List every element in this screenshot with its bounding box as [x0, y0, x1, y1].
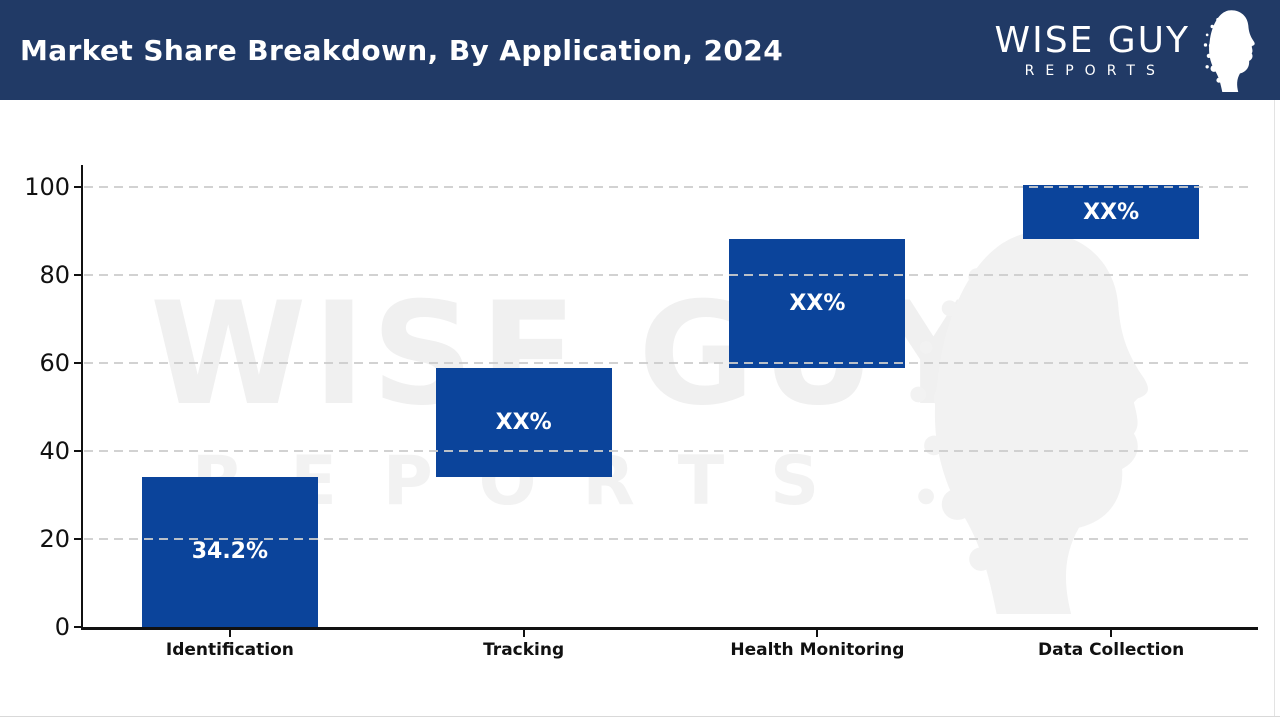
gridline-40 — [84, 450, 1253, 452]
category-label-tracking: Tracking — [483, 640, 565, 660]
y-tickmark-80 — [74, 274, 81, 276]
logo-subtitle: REPORTS — [1024, 62, 1166, 79]
x-tickmark-health-monitoring — [816, 629, 819, 637]
x-axis-line — [81, 627, 1258, 630]
y-tickmark-0 — [74, 626, 81, 628]
y-tickmark-40 — [74, 450, 81, 452]
category-label-identification: Identification — [165, 640, 294, 660]
bar-value-label-identification: 34.2% — [191, 539, 269, 565]
x-tickmark-data-collection — [1110, 629, 1113, 637]
gridline-80 — [84, 274, 1253, 276]
x-tickmark-identification — [228, 629, 231, 637]
y-tick-label-80: 80 — [39, 261, 70, 289]
bar-value-label-health-monitoring: XX% — [789, 291, 846, 317]
y-tickmark-100 — [74, 186, 81, 188]
logo-wordmark: WISE GUY — [994, 19, 1190, 61]
gridline-20 — [84, 538, 1253, 540]
bar-identification: 34.2% — [141, 476, 318, 627]
header-bar: Market Share Breakdown, By Application, … — [0, 0, 1280, 100]
wiseguy-logo: WISE GUY REPORTS — [995, 8, 1267, 92]
y-tick-label-40: 40 — [39, 437, 70, 465]
bar-value-label-data-collection: XX% — [1083, 199, 1140, 225]
right-border — [1274, 100, 1275, 716]
bar-value-label-tracking: XX% — [495, 409, 552, 435]
y-tick-label-0: 0 — [54, 613, 70, 641]
y-tickmark-60 — [74, 362, 81, 364]
bar-health-monitoring: XX% — [729, 238, 906, 369]
page-title: Market Share Breakdown, By Application, … — [20, 33, 784, 67]
category-label-health-monitoring: Health Monitoring — [730, 640, 905, 660]
category-label-data-collection: Data Collection — [1037, 640, 1185, 660]
x-tickmark-tracking — [522, 629, 525, 637]
bar-data-collection: XX% — [1023, 185, 1200, 239]
bottom-border — [0, 716, 1280, 717]
gridline-100 — [84, 186, 1253, 188]
y-tick-label-100: 100 — [24, 173, 70, 201]
bar-tracking: XX% — [435, 368, 612, 477]
y-tickmark-20 — [74, 538, 81, 540]
logo-text: WISE GUY REPORTS — [994, 19, 1191, 79]
logo-head-icon — [1203, 10, 1255, 92]
y-axis-line — [81, 165, 83, 630]
y-tick-label-20: 20 — [39, 525, 70, 553]
y-tick-label-60: 60 — [39, 349, 70, 377]
gridline-60 — [84, 362, 1253, 364]
